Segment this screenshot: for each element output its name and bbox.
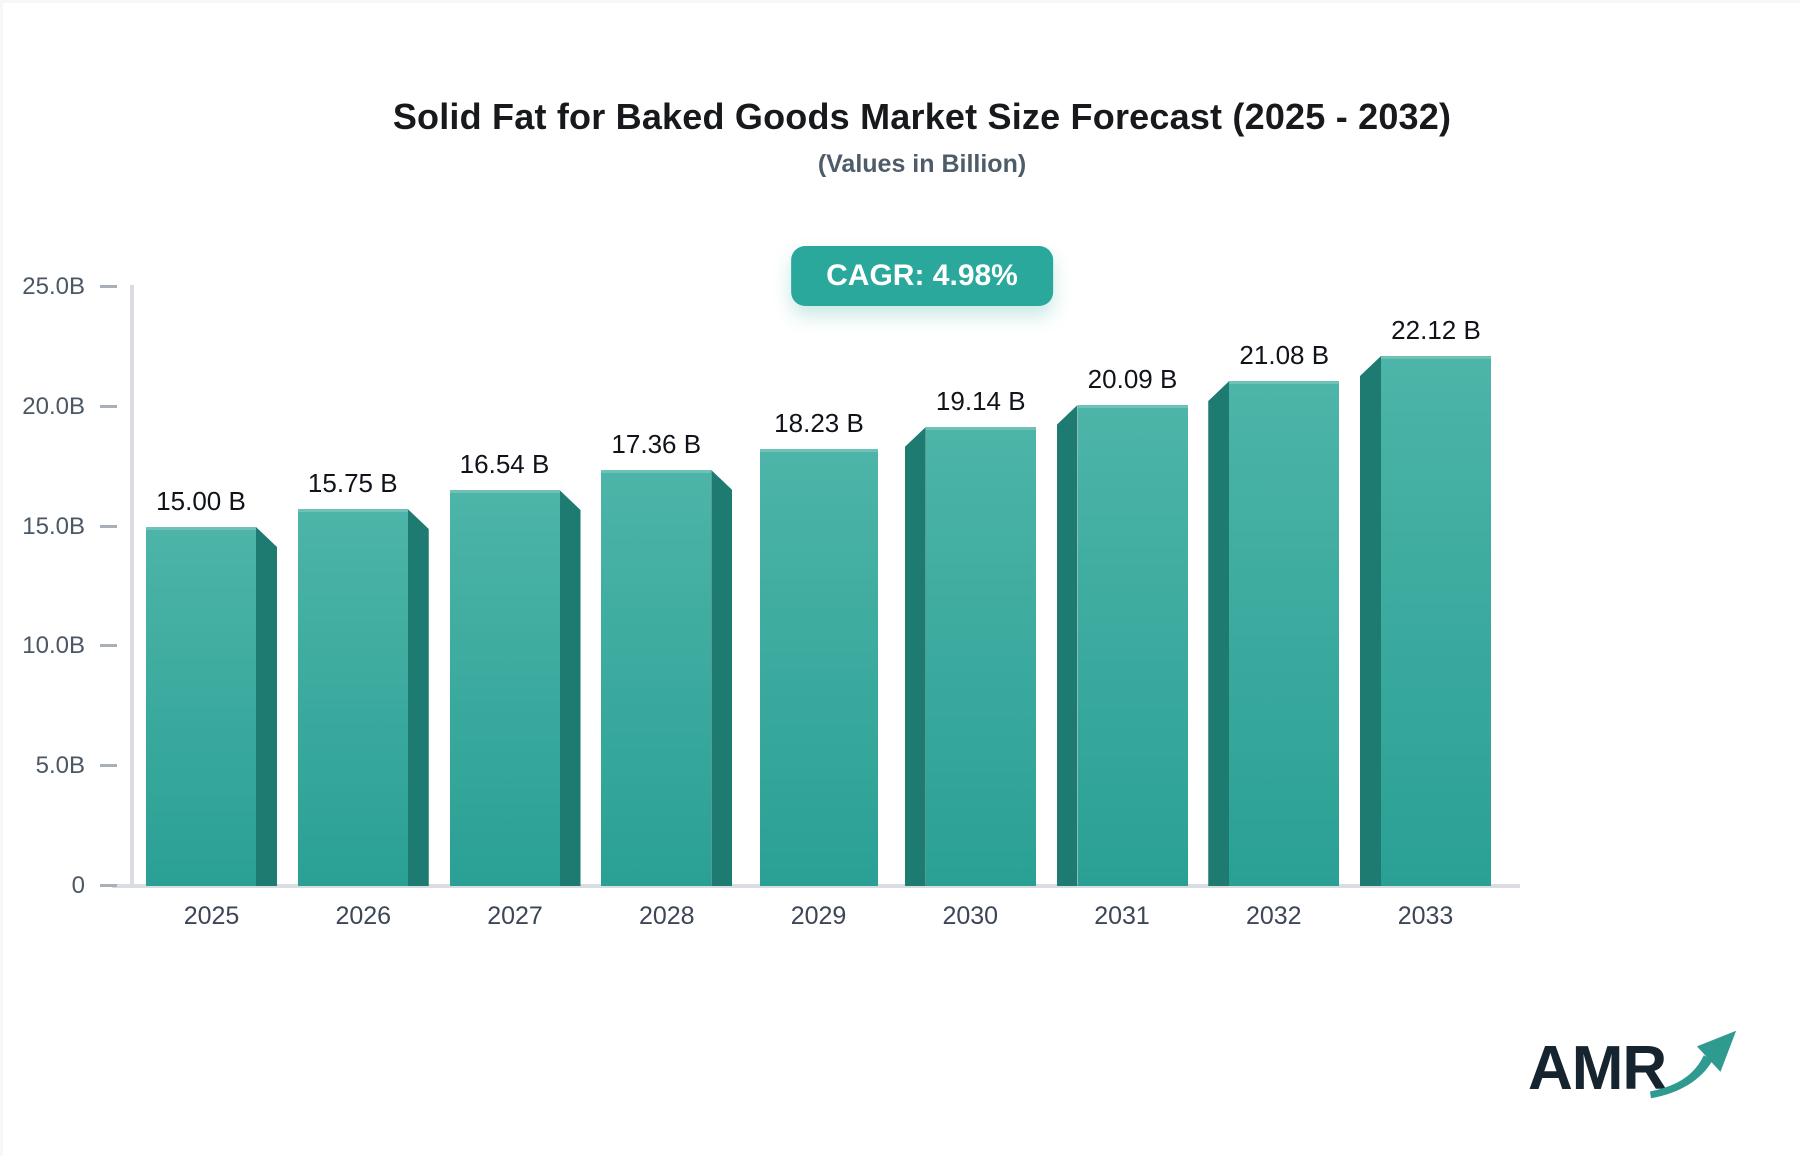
y-axis-line <box>130 285 134 888</box>
y-tick-label-20.0B: 20.0B <box>22 392 85 420</box>
bar-group-2026: 15.75 B 2026 <box>297 287 429 930</box>
cagr-badge: CAGR: 4.98% <box>791 246 1053 306</box>
x-axis-label-2033: 2033 <box>1397 902 1454 930</box>
x-axis-label-2028: 2028 <box>638 902 695 930</box>
bar-2027 <box>449 490 560 886</box>
bar-group-2027: 16.54 B 2027 <box>449 287 581 930</box>
y-tick-label-5.0B: 5.0B <box>35 752 85 780</box>
y-tick-mark <box>100 285 117 288</box>
y-tick-mark <box>100 644 117 648</box>
x-axis-label-2026: 2026 <box>335 902 392 930</box>
amr-logo: AMR <box>1528 1028 1742 1100</box>
bar-value-label: 20.09 B <box>1087 364 1178 394</box>
bar-2032 <box>1229 381 1340 886</box>
bar-value-label: 19.14 B <box>935 386 1026 416</box>
y-tick-label-25.0B: 25.0B <box>22 273 85 300</box>
bar-value-label: 15.75 B <box>307 468 398 498</box>
x-axis-label-2030: 2030 <box>942 902 999 930</box>
bar-value-label: 21.08 B <box>1239 340 1330 370</box>
cagr-badge-label: CAGR: 4.98% <box>826 259 1018 292</box>
bar-side-face <box>559 490 581 886</box>
bar-value-label: 18.23 B <box>774 408 864 438</box>
bars-area: 15.00 B 2025 15.75 B 2026 16.54 B 2027 17.36 B… <box>146 287 1491 930</box>
x-axis-label-2032: 2032 <box>1245 902 1302 930</box>
y-tick-mark <box>100 884 117 887</box>
chart-title: Solid Fat for Baked Goods Market Size Fo… <box>392 96 1452 137</box>
bar-2029 <box>760 449 878 886</box>
bar-2025 <box>146 527 256 886</box>
bar-2033 <box>1381 356 1491 886</box>
x-axis-label-2027: 2027 <box>487 902 543 930</box>
bar-value-label: 15.00 B <box>156 486 246 516</box>
bar-group-2029: 18.23 B 2029 <box>753 287 884 930</box>
bar-group-2030: 19.14 B 2030 <box>904 287 1036 930</box>
bar-group-2033: 22.12 B 2033 <box>1360 287 1491 930</box>
y-tick-label-10.0B: 10.0B <box>22 632 85 660</box>
bar-group-2032: 21.08 B 2032 <box>1208 287 1340 930</box>
x-axis-label-2031: 2031 <box>1094 902 1150 930</box>
chart-subtitle: (Values in Billion) <box>817 150 1027 178</box>
bar-value-label: 16.54 B <box>459 449 550 479</box>
bar-group-2025: 15.00 B 2025 <box>146 287 277 930</box>
bar-side-face <box>1208 381 1230 886</box>
bar-2026 <box>297 509 408 886</box>
bar-side-face <box>256 527 277 886</box>
bar-group-2028: 17.36 B 2028 <box>601 287 733 930</box>
bar-2028 <box>601 470 712 886</box>
bar-side-face <box>1360 356 1381 886</box>
bar-side-face <box>407 509 429 886</box>
y-tick-label-15.0B: 15.0B <box>22 512 85 540</box>
x-axis-label-2025: 2025 <box>183 902 240 930</box>
bar-group-2031: 20.09 B 2031 <box>1056 287 1188 930</box>
trend-up-arrow-icon <box>1650 1030 1737 1099</box>
bar-side-face <box>711 470 733 886</box>
x-axis-line <box>112 884 1520 888</box>
y-tick-label-0: 0 <box>71 872 85 899</box>
bar-side-face <box>1056 405 1078 886</box>
bar-value-label: 17.36 B <box>611 429 702 459</box>
bar-side-face <box>904 427 926 886</box>
amr-logo-text: AMR <box>1528 1034 1667 1103</box>
bar-2030 <box>925 427 1036 886</box>
bar-value-label: 22.12 B <box>1391 315 1481 345</box>
bar-2031 <box>1077 405 1188 886</box>
x-axis-label-2029: 2029 <box>790 902 847 930</box>
y-tick-mark <box>100 764 117 768</box>
y-tick-mark <box>100 404 117 408</box>
y-tick-mark <box>100 524 117 528</box>
